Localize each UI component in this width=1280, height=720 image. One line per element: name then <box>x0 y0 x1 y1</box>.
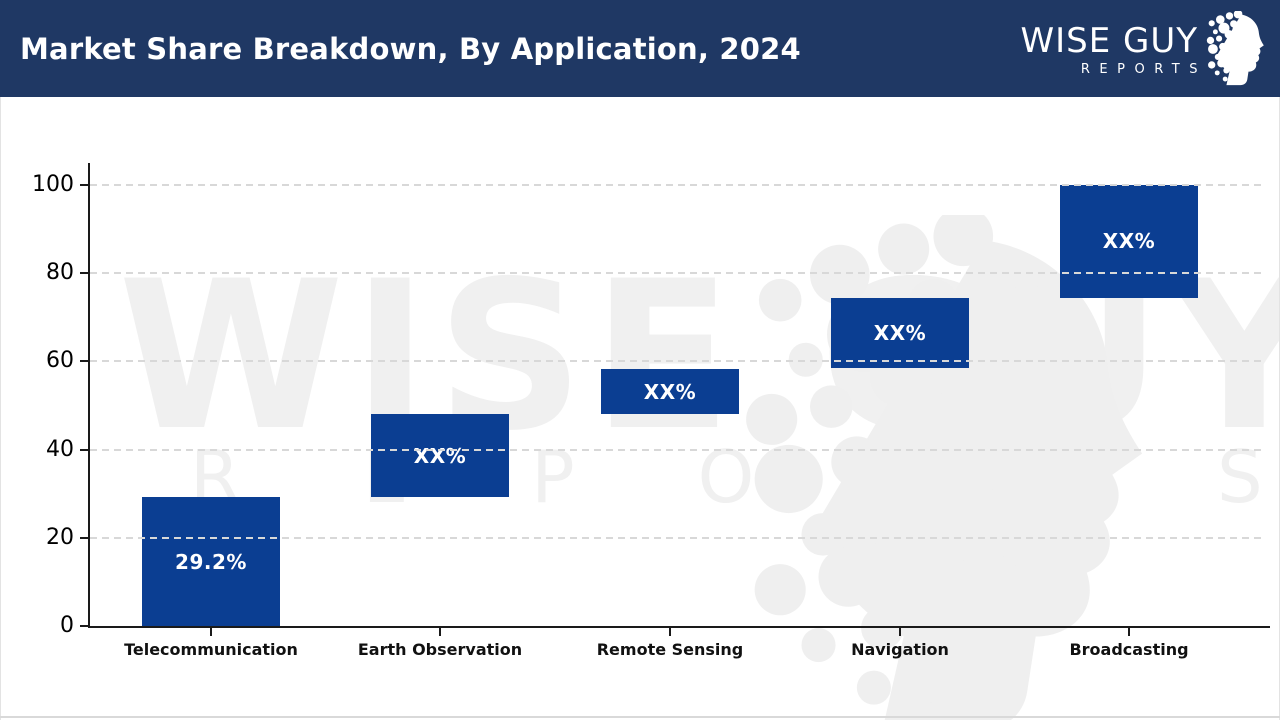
x-tick <box>210 628 212 636</box>
page-title: Market Share Breakdown, By Application, … <box>20 31 801 66</box>
bar-segment: XX% <box>371 414 509 498</box>
dotted-head-icon <box>1206 11 1264 86</box>
y-gridline <box>90 184 1264 186</box>
bottom-border <box>0 716 1280 718</box>
y-gridline <box>90 448 1264 451</box>
x-category-label: Remote Sensing <box>596 640 744 659</box>
y-tick-label: 100 <box>32 172 74 197</box>
x-tick <box>439 628 441 636</box>
left-border <box>0 97 1 720</box>
bar-segment: 29.2% <box>142 497 280 626</box>
y-tick-label: 20 <box>46 524 74 550</box>
bar-segment: XX% <box>601 368 739 415</box>
x-category-label: Telecommunication <box>124 640 298 659</box>
bar-value-label: XX% <box>413 443 467 468</box>
x-tick <box>1128 628 1130 636</box>
y-tick <box>80 360 88 363</box>
brand-logo: WISE GUY REPORTS <box>1020 8 1266 90</box>
bar-value-label: XX% <box>873 320 927 345</box>
y-tick-label: 80 <box>46 260 74 286</box>
bar-value-label: XX% <box>1102 229 1156 254</box>
y-tick <box>80 448 88 451</box>
x-axis-line <box>88 626 1270 628</box>
y-tick <box>80 625 88 627</box>
x-category-label: Navigation <box>851 640 949 659</box>
header: Market Share Breakdown, By Application, … <box>0 0 1280 97</box>
bar-segment: XX% <box>831 297 969 368</box>
y-gridline <box>90 272 1264 275</box>
y-gridline <box>90 536 1264 539</box>
y-tick-label: 0 <box>60 613 74 638</box>
bar-value-label: 29.2% <box>175 549 247 574</box>
y-tick-label: 40 <box>46 436 74 462</box>
bar-segment: XX% <box>1060 185 1198 298</box>
x-tick <box>669 628 671 636</box>
logo-wordmark: WISE GUY <box>1020 20 1198 61</box>
bar-value-label: XX% <box>643 379 697 404</box>
y-tick <box>80 272 88 275</box>
x-category-label: Broadcasting <box>1069 640 1189 659</box>
x-tick <box>899 628 901 636</box>
logo-subtext: REPORTS <box>1080 61 1207 77</box>
x-category-label: Earth Observation <box>357 640 523 659</box>
y-gridline <box>90 360 1264 363</box>
y-tick-label: 60 <box>46 348 74 374</box>
y-axis-line <box>88 163 90 628</box>
brand-logo-text: WISE GUY REPORTS <box>1020 22 1198 77</box>
y-tick <box>80 184 88 186</box>
y-tick <box>80 536 88 539</box>
